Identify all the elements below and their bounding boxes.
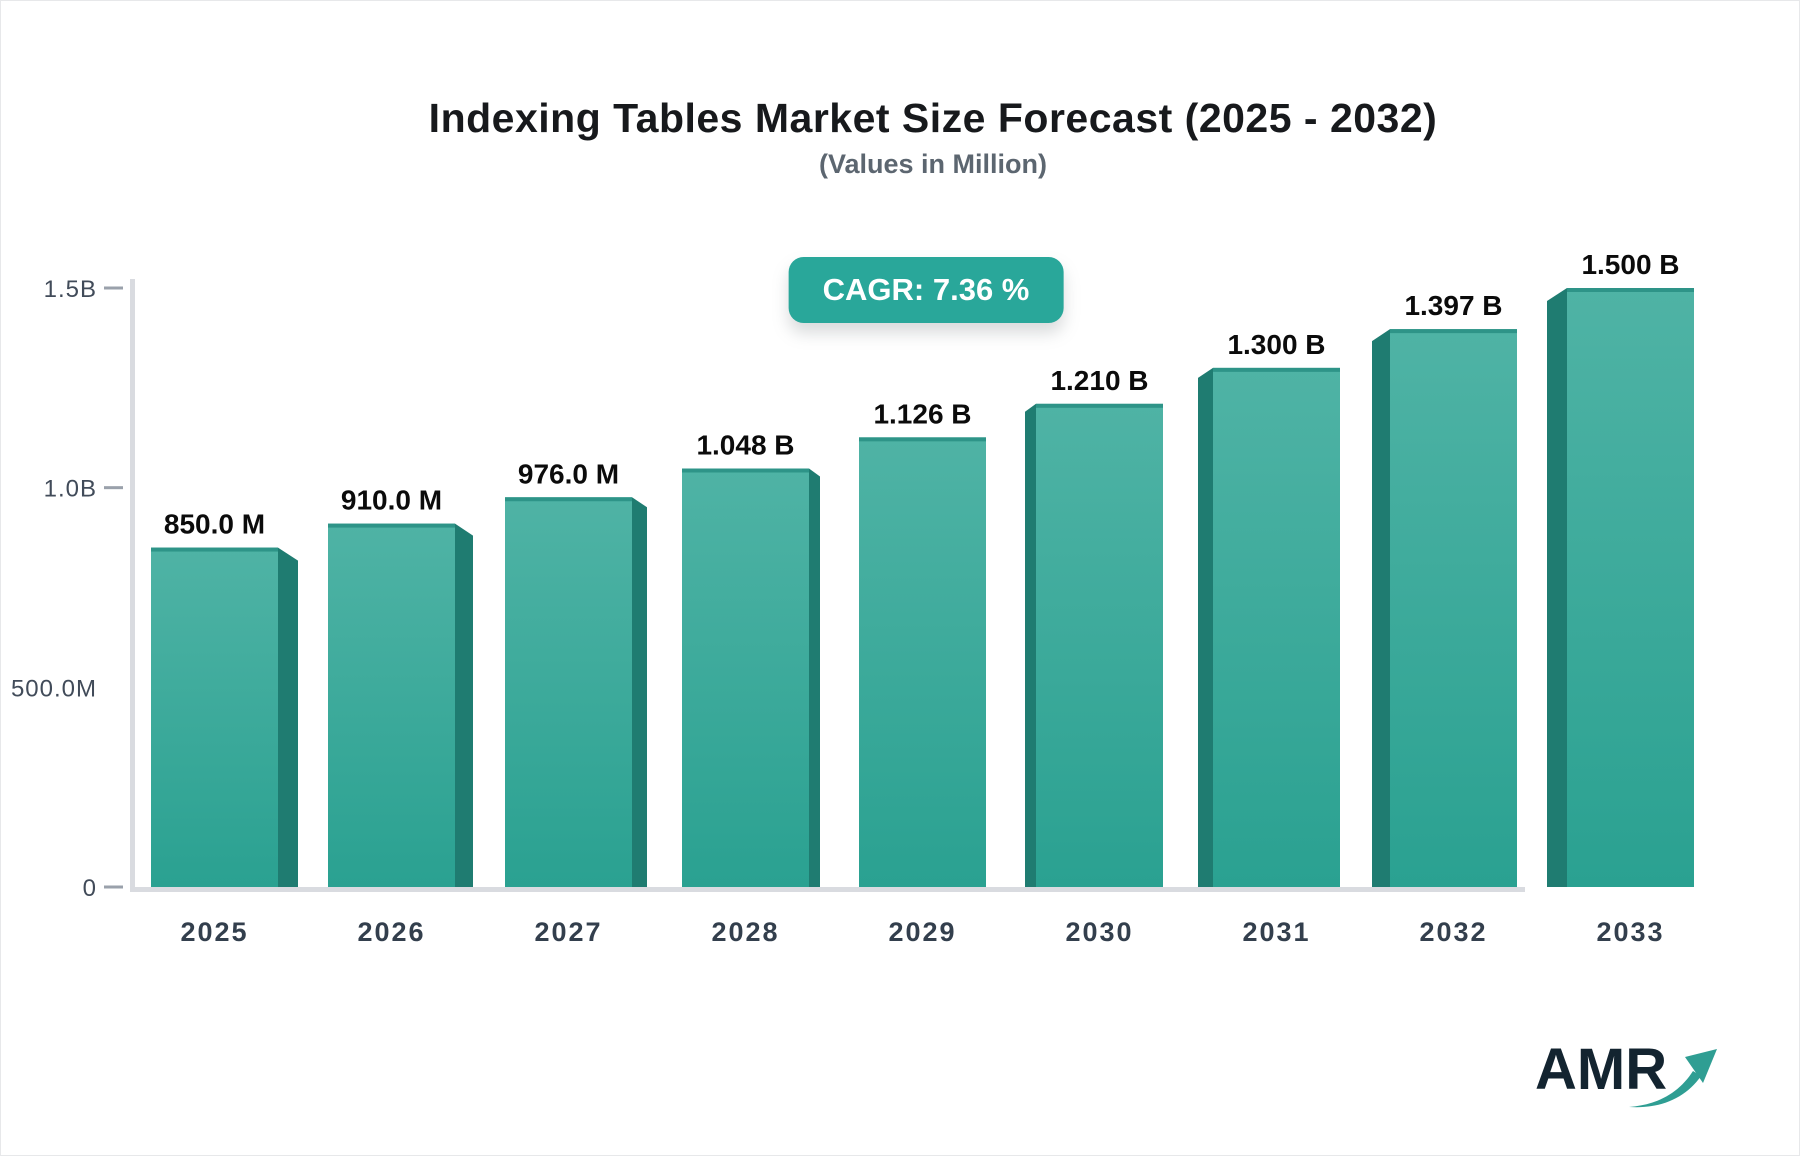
y-tick-label: 1.0B xyxy=(44,476,97,503)
bar-value-label: 1.048 B xyxy=(696,429,794,460)
y-tick-label: 1.5B xyxy=(44,276,97,303)
x-axis-label: 2030 xyxy=(1065,917,1133,947)
y-tick-dash xyxy=(104,486,123,490)
bar-2027 xyxy=(505,497,632,887)
bar-value-label: 1.397 B xyxy=(1404,290,1502,321)
bar-top-edge-2033 xyxy=(1567,288,1694,292)
bar-top-edge-2027 xyxy=(505,497,632,502)
bar-value-label: 976.0 M xyxy=(518,458,619,489)
bar-value-label: 850.0 M xyxy=(164,509,265,540)
bar-value-label: 1.126 B xyxy=(873,398,971,429)
bar-side-face-2028 xyxy=(809,468,820,887)
bar-2032 xyxy=(1390,329,1517,887)
bar-2025 xyxy=(151,547,278,887)
bar-top-edge-2025 xyxy=(151,547,278,552)
y-axis-line xyxy=(130,279,135,890)
chart-title: Indexing Tables Market Size Forecast (20… xyxy=(428,95,1438,141)
x-axis-line xyxy=(130,887,1525,892)
cagr-badge: CAGR: 7.36 % xyxy=(788,257,1064,323)
x-axis-label: 2032 xyxy=(1419,917,1487,947)
x-axis-label: 2033 xyxy=(1596,917,1664,947)
bar-value-label: 1.500 B xyxy=(1581,249,1679,280)
bar-top-edge-2029 xyxy=(859,437,986,442)
bar-side-face-2030 xyxy=(1025,403,1036,887)
bar-2031 xyxy=(1213,367,1340,887)
bar-2026 xyxy=(328,523,455,887)
amr-logo-text: AMR xyxy=(1535,1037,1668,1102)
x-axis-label: 2026 xyxy=(357,917,425,947)
bar-side-face-2031 xyxy=(1198,367,1213,887)
bar-side-face-2027 xyxy=(632,497,647,887)
bar-value-label: 1.300 B xyxy=(1227,329,1325,360)
y-tick-dash xyxy=(104,885,123,889)
amr-logo: AMR xyxy=(1535,1041,1725,1121)
chart-subtitle: (Values in Million) xyxy=(818,149,1048,179)
bar-top-edge-2030 xyxy=(1036,403,1163,408)
bar-top-edge-2031 xyxy=(1213,367,1340,372)
bar-side-face-2033 xyxy=(1547,288,1567,887)
bar-top-edge-2026 xyxy=(328,523,455,528)
bar-2030 xyxy=(1036,403,1163,887)
y-tick-label: 500.0M xyxy=(11,675,97,702)
bar-2029 xyxy=(859,437,986,887)
x-axis-label: 2031 xyxy=(1242,917,1310,947)
bar-side-face-2032 xyxy=(1372,329,1390,887)
bar-value-label: 910.0 M xyxy=(341,485,442,516)
bar-side-face-2026 xyxy=(455,523,473,887)
y-tick-dash xyxy=(104,286,123,290)
bar-top-edge-2032 xyxy=(1390,329,1517,334)
bar-2028 xyxy=(682,468,809,887)
bar-top-edge-2028 xyxy=(682,468,809,473)
bar-value-label: 1.210 B xyxy=(1050,365,1148,396)
x-axis-label: 2028 xyxy=(711,917,779,947)
x-axis-label: 2029 xyxy=(888,917,956,947)
bar-side-face-2025 xyxy=(278,547,298,887)
y-tick-label: 0 xyxy=(83,875,97,902)
bar-2033 xyxy=(1567,288,1694,887)
growth-arrow-icon xyxy=(1629,1049,1717,1108)
x-axis-label: 2027 xyxy=(534,917,602,947)
x-axis-label: 2025 xyxy=(180,917,248,947)
